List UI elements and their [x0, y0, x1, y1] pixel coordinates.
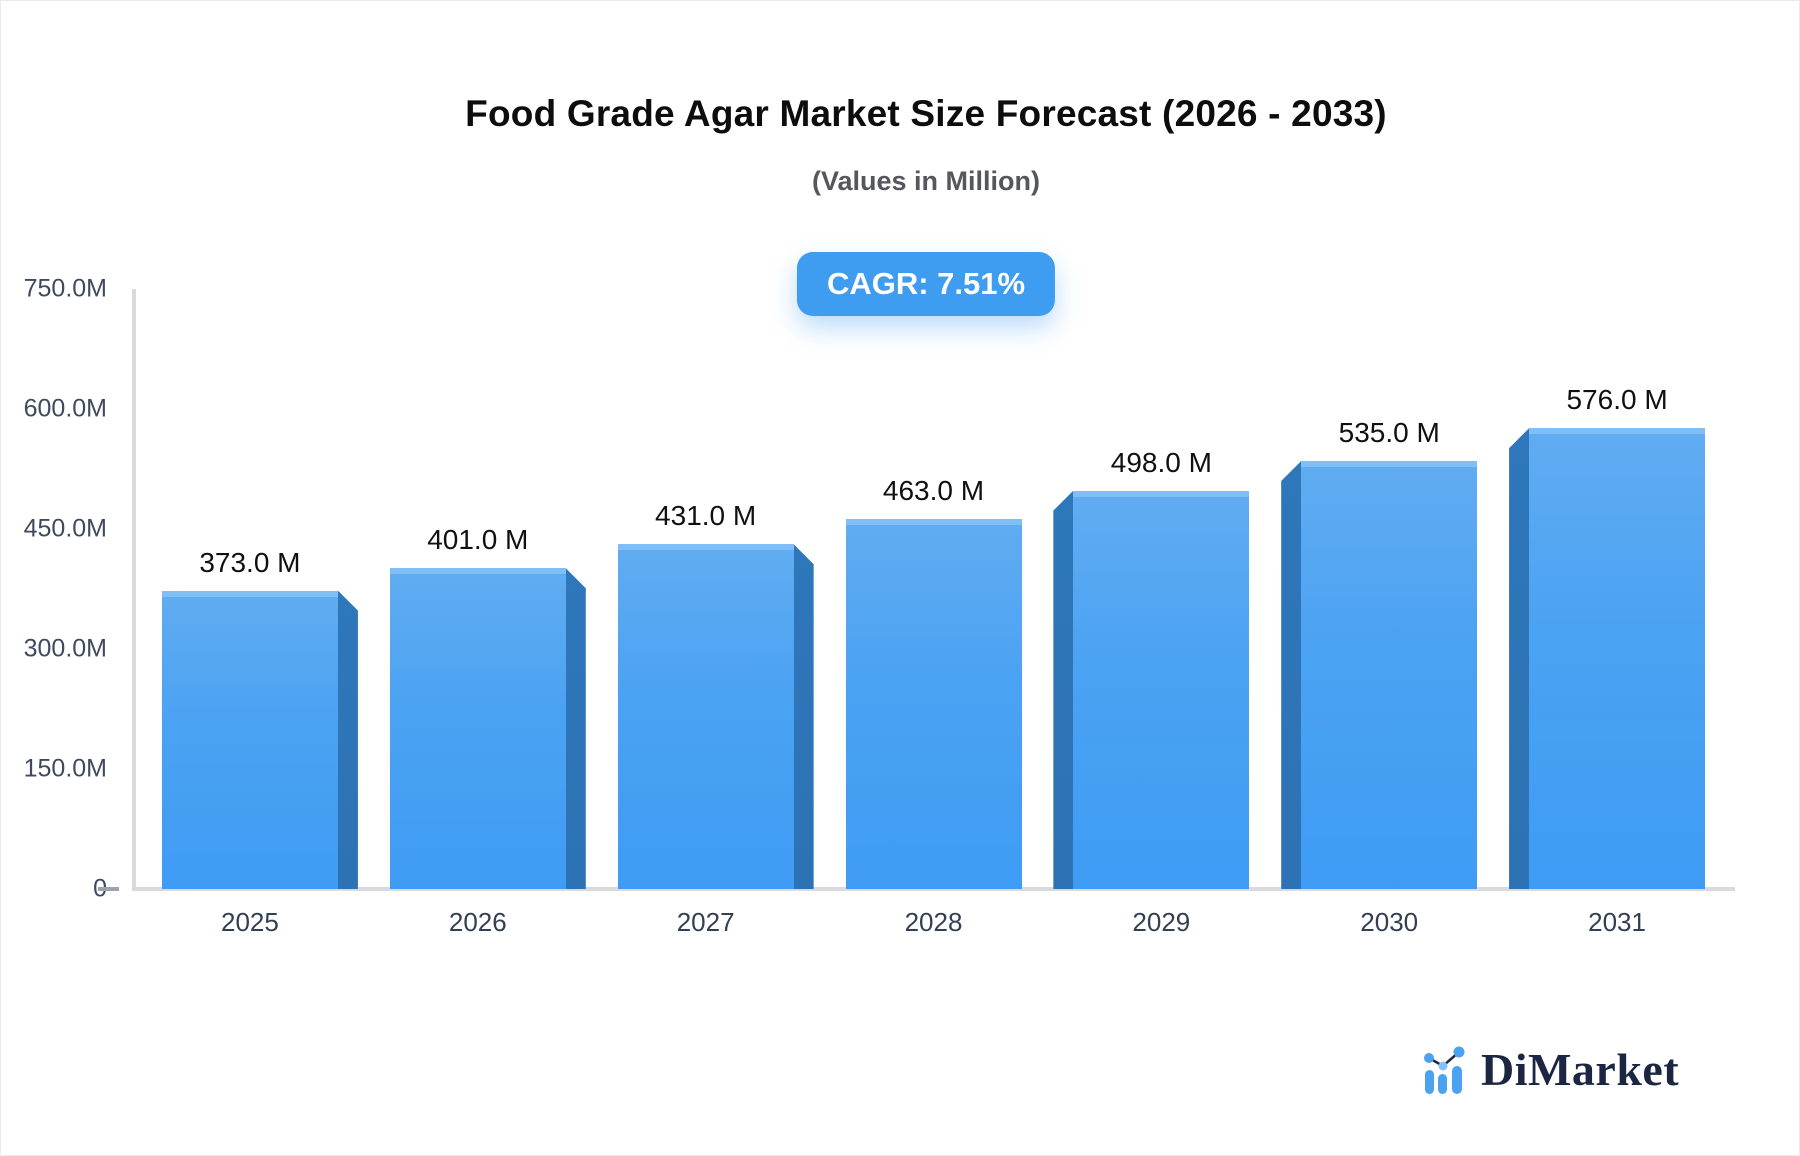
bar-chart-logo-icon	[1424, 1046, 1465, 1094]
bar-value-label: 431.0 M	[655, 500, 757, 532]
bar	[161, 590, 338, 889]
cagr-badge: CAGR: 7.51%	[796, 252, 1056, 316]
bar	[1073, 490, 1250, 889]
bar-value-label: 576.0 M	[1566, 384, 1668, 416]
bar	[845, 518, 1022, 889]
bar-top-highlight	[161, 590, 338, 597]
bar-side-face	[1053, 490, 1074, 889]
bar-side-face	[793, 544, 814, 889]
bar-top-highlight	[1073, 490, 1250, 497]
y-axis-tick-label: 0	[1, 875, 107, 904]
bar-top-highlight	[389, 568, 566, 575]
zero-tick-dash	[98, 887, 119, 891]
bar-side-face	[565, 568, 586, 889]
brand-name: DiMarket	[1481, 1044, 1680, 1095]
brand-logo: DiMarket	[1423, 1043, 1679, 1096]
x-axis-category-label: 2028	[904, 907, 963, 937]
x-axis-category-label: 2027	[676, 907, 735, 937]
y-axis-tick-label: 450.0M	[23, 514, 107, 543]
y-axis-tick-label: 150.0M	[23, 754, 107, 783]
bar-value-label: 498.0 M	[1110, 446, 1212, 478]
bar-value-label: 535.0 M	[1338, 417, 1440, 448]
bar	[1301, 461, 1478, 889]
bar-side-face	[337, 590, 358, 889]
y-axis-tick-label: 750.0M	[23, 274, 107, 303]
bar-top-highlight	[845, 518, 1022, 525]
y-axis-line	[132, 289, 136, 889]
bar-top-highlight	[1529, 428, 1706, 435]
x-axis-category-label: 2030	[1360, 907, 1419, 937]
bar	[389, 568, 566, 889]
bar	[617, 544, 794, 889]
x-axis-category-label: 2026	[448, 907, 507, 937]
bar-top-highlight	[617, 544, 794, 551]
bar-side-face	[1509, 428, 1530, 889]
bar-top-highlight	[1301, 461, 1478, 467]
bar-value-label: 401.0 M	[427, 524, 529, 556]
x-axis-category-label: 2025	[221, 907, 279, 937]
bar-value-label: 463.0 M	[882, 474, 985, 506]
chart-subtitle: (Values in Million)	[811, 166, 1041, 196]
y-axis-tick-label: 600.0M	[23, 394, 107, 423]
bar-side-face	[1281, 461, 1302, 889]
x-axis-category-label: 2031	[1588, 907, 1646, 937]
chart-title: Food Grade Agar Market Size Forecast (20…	[465, 93, 1387, 134]
x-axis-line	[132, 887, 1735, 891]
x-axis-category-label: 2029	[1132, 907, 1191, 937]
bar-value-label: 373.0 M	[199, 546, 301, 578]
bar	[1529, 428, 1706, 889]
y-axis-tick-label: 300.0M	[23, 634, 107, 663]
